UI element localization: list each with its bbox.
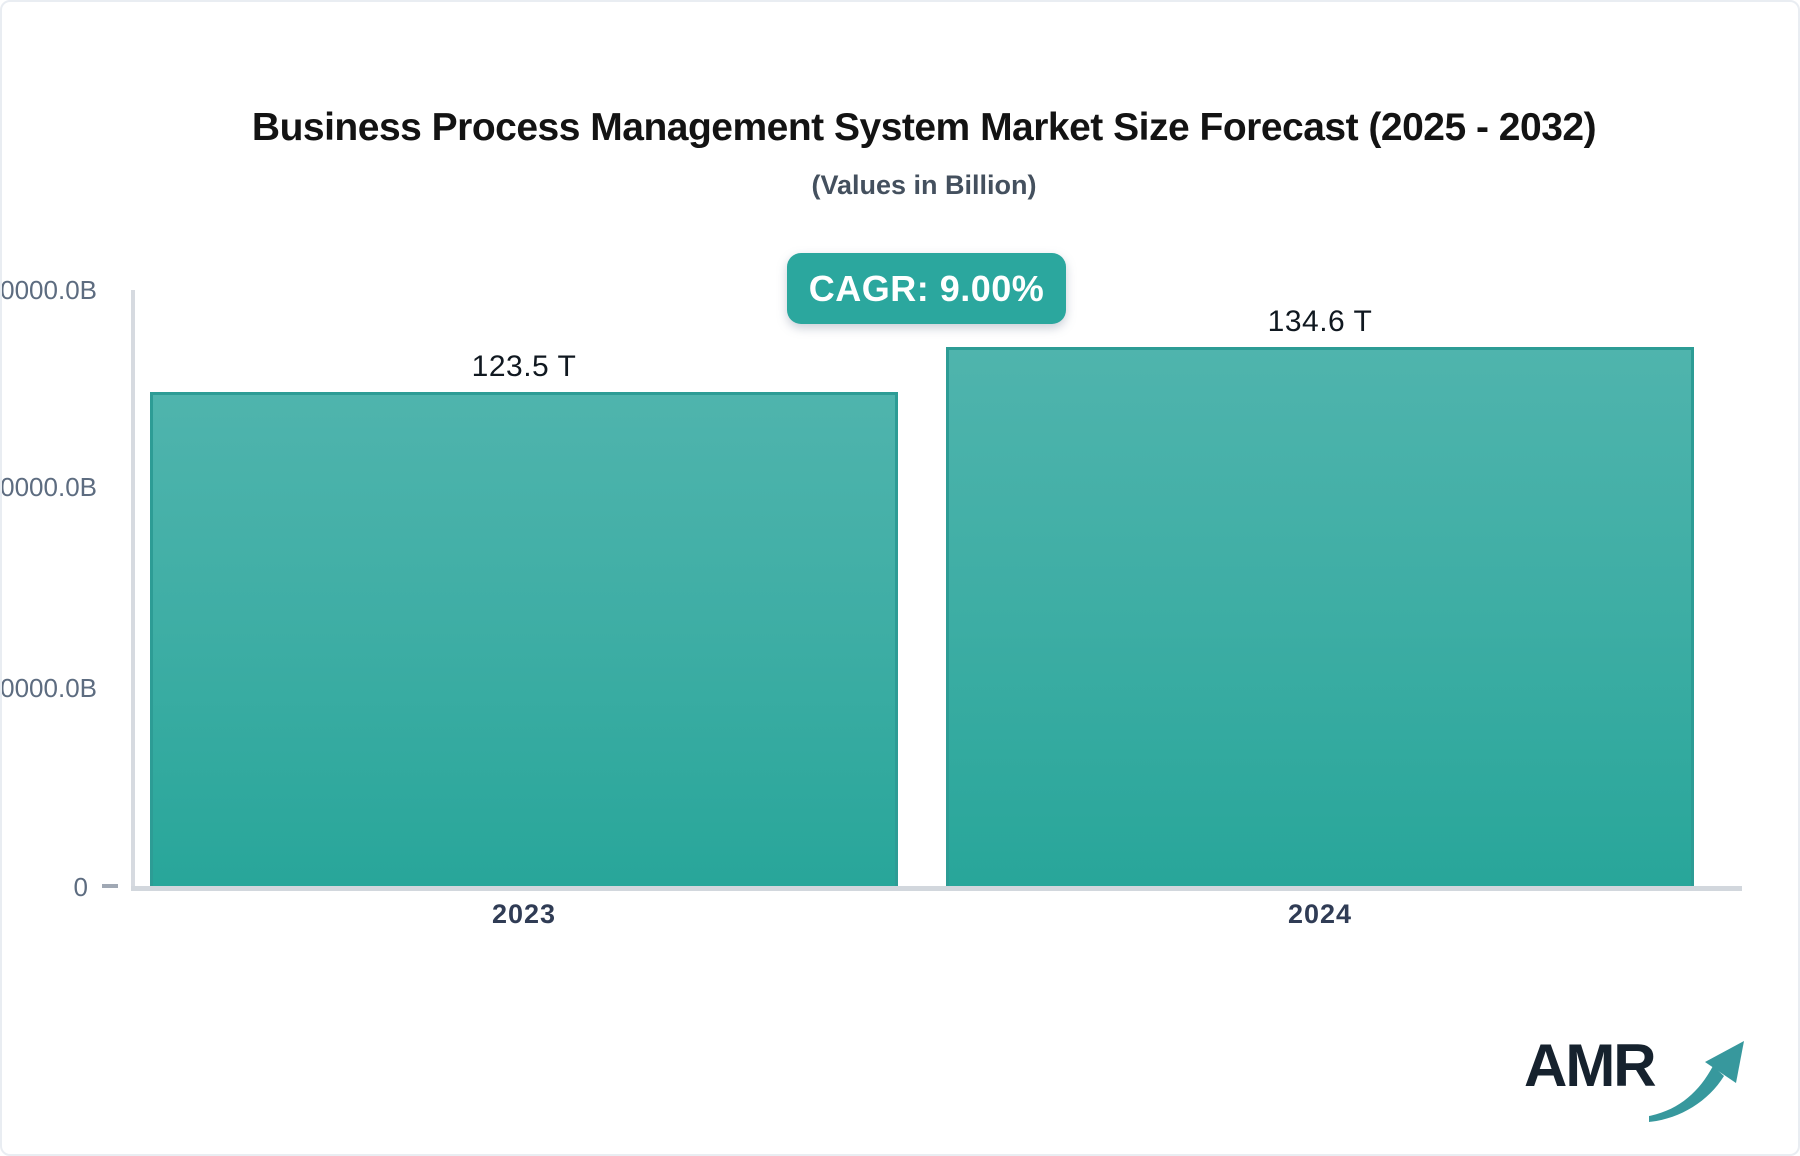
chart-title: Business Process Management System Marke… xyxy=(251,106,1597,149)
y-tick-label-zero: 0 xyxy=(73,872,88,902)
bar-2023 xyxy=(150,392,898,886)
y-tick-label: 0000.0B xyxy=(0,673,97,703)
y-axis-line xyxy=(131,290,135,887)
bar-2024 xyxy=(946,347,1694,886)
amr-logo-text: AMR xyxy=(1524,1032,1657,1099)
cagr-badge-label: CAGR: 9.00% xyxy=(808,267,1045,309)
growth-arrow-icon xyxy=(1648,1041,1744,1122)
amr-logo: AMR xyxy=(1524,1030,1747,1124)
bar-value-label-2023: 123.5 T xyxy=(471,350,577,383)
x-tick-label-2024: 2024 xyxy=(1287,899,1353,929)
x-axis-line xyxy=(131,886,1742,891)
cagr-badge: CAGR: 9.00% xyxy=(787,253,1066,324)
bar-value-label-2024: 134.6 T xyxy=(1267,305,1373,338)
x-tick-label-2023: 2023 xyxy=(491,899,557,929)
y-tick-label: 0000.0B xyxy=(0,472,97,502)
y-tick-label: 0000.0B xyxy=(0,275,97,305)
chart-subtitle: (Values in Billion) xyxy=(811,170,1037,200)
zero-tick-mark xyxy=(102,884,118,888)
